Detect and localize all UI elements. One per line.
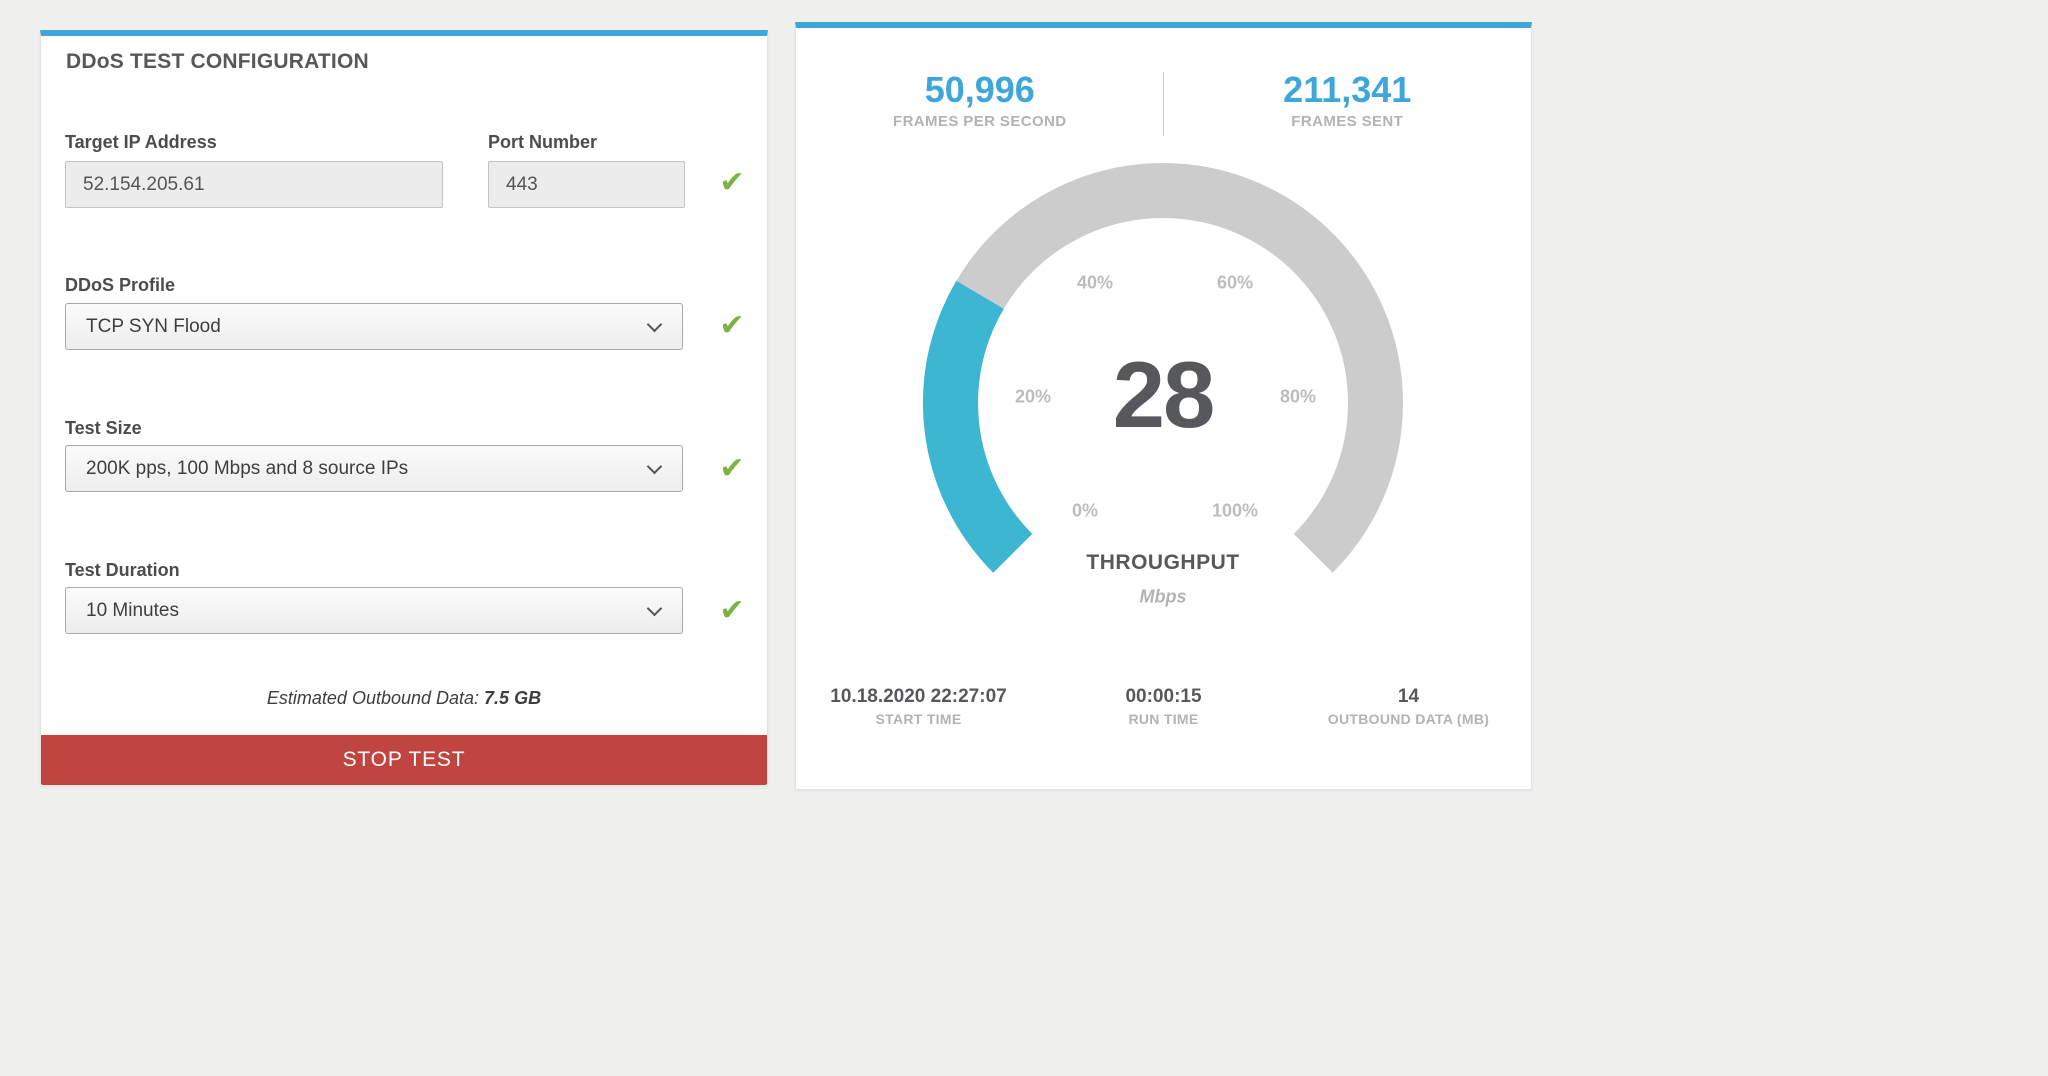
test-size-selected-value: 200K pps, 100 Mbps and 8 source IPs: [86, 458, 409, 479]
test-duration-selected-value: 10 Minutes: [86, 600, 179, 621]
frames-per-second-stat: 50,996 FRAMES PER SECOND: [796, 70, 1164, 130]
ddos-config-panel: DDoS TEST CONFIGURATION Target IP Addres…: [40, 30, 768, 786]
port-valid-check-icon: ✔: [719, 166, 745, 199]
stats-divider: [1163, 72, 1164, 136]
outbound-data-label: OUTBOUND DATA (MB): [1327, 711, 1490, 727]
gauge-tick-label: 20%: [1014, 386, 1052, 407]
run-time-value: 00:00:15: [1125, 686, 1202, 707]
ddos-profile-select[interactable]: TCP SYN Flood: [65, 303, 683, 350]
run-time-stat: 00:00:15 RUN TIME: [1041, 686, 1286, 728]
test-size-select[interactable]: 200K pps, 100 Mbps and 8 source IPs: [65, 445, 683, 492]
stop-test-button[interactable]: STOP TEST: [41, 735, 767, 785]
test-duration-label: Test Duration: [65, 560, 180, 580]
target-ip-label: Target IP Address: [65, 132, 217, 152]
outbound-data-stat: 14 OUTBOUND DATA (MB): [1286, 686, 1531, 728]
run-time-label: RUN TIME: [1128, 711, 1199, 727]
test-duration-select[interactable]: 10 Minutes: [65, 587, 683, 634]
ddos-profile-selected-value: TCP SYN Flood: [86, 316, 221, 337]
target-ip-input[interactable]: [65, 161, 443, 208]
frames-per-second-value: 50,996: [924, 69, 1035, 110]
top-stats-row: 50,996 FRAMES PER SECOND 211,341 FRAMES …: [796, 70, 1531, 130]
profile-valid-check-icon: ✔: [719, 309, 745, 342]
frames-sent-label: FRAMES SENT: [1291, 113, 1404, 130]
frames-per-second-label: FRAMES PER SECOND: [893, 113, 1067, 130]
estimated-outbound-data: Estimated Outbound Data: 7.5 GB: [41, 688, 767, 709]
throughput-gauge: 0% 20% 40% 60% 80% 100% 28 THROUGHPUT Mb…: [923, 163, 1403, 643]
start-time-value: 10.18.2020 22:27:07: [830, 686, 1007, 707]
test-size-valid-check-icon: ✔: [719, 452, 745, 485]
outbound-data-value: 14: [1397, 686, 1420, 707]
chevron-down-icon: [646, 458, 663, 475]
ddos-profile-label: DDoS Profile: [65, 275, 176, 295]
frames-sent-stat: 211,341 FRAMES SENT: [1164, 70, 1532, 130]
test-duration-valid-check-icon: ✔: [719, 594, 745, 627]
gauge-value-arc: [923, 280, 1033, 573]
gauge-tick-label: 80%: [1279, 386, 1317, 407]
throughput-value: 28: [1112, 342, 1216, 447]
port-number-label: Port Number: [488, 132, 598, 152]
start-time-stat: 10.18.2020 22:27:07 START TIME: [796, 686, 1041, 728]
frames-sent-value: 211,341: [1283, 69, 1412, 110]
gauge-tick-label: 0%: [1071, 500, 1099, 521]
bottom-stats-row: 10.18.2020 22:27:07 START TIME 00:00:15 …: [796, 686, 1531, 728]
gauge-tick-label: 100%: [1211, 500, 1259, 521]
test-size-label: Test Size: [65, 418, 142, 438]
gauge-unit: Mbps: [1139, 586, 1187, 607]
port-number-input[interactable]: [488, 161, 685, 208]
chevron-down-icon: [646, 316, 663, 333]
panel-title: DDoS TEST CONFIGURATION: [66, 50, 369, 73]
estimate-label: Estimated Outbound Data:: [266, 688, 480, 708]
gauge-tick-label: 40%: [1076, 272, 1114, 293]
start-time-label: START TIME: [875, 711, 962, 727]
gauge-svg: [923, 163, 1403, 573]
gauge-tick-label: 60%: [1216, 272, 1254, 293]
chevron-down-icon: [646, 600, 663, 617]
estimate-value: 7.5 GB: [484, 688, 542, 708]
metrics-panel: 50,996 FRAMES PER SECOND 211,341 FRAMES …: [795, 22, 1532, 790]
gauge-title: THROUGHPUT: [1086, 551, 1240, 574]
